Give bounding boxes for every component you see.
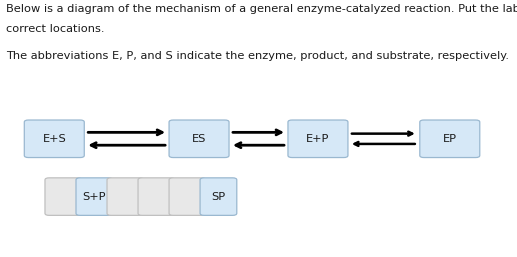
FancyBboxPatch shape (169, 178, 206, 215)
Text: E+S: E+S (42, 134, 66, 144)
Text: ES: ES (192, 134, 206, 144)
FancyBboxPatch shape (138, 178, 175, 215)
FancyBboxPatch shape (76, 178, 113, 215)
Text: S+P: S+P (83, 192, 106, 201)
FancyBboxPatch shape (288, 120, 348, 158)
Text: Below is a diagram of the mechanism of a general enzyme-catalyzed reaction. Put : Below is a diagram of the mechanism of a… (6, 4, 517, 14)
Text: correct locations.: correct locations. (6, 24, 105, 34)
FancyBboxPatch shape (420, 120, 480, 158)
FancyBboxPatch shape (45, 178, 82, 215)
FancyBboxPatch shape (200, 178, 237, 215)
FancyBboxPatch shape (107, 178, 144, 215)
Text: E+P: E+P (306, 134, 330, 144)
Text: EP: EP (443, 134, 457, 144)
Text: The abbreviations E, P, and S indicate the enzyme, product, and substrate, respe: The abbreviations E, P, and S indicate t… (6, 51, 509, 61)
Text: SP: SP (211, 192, 225, 201)
FancyBboxPatch shape (24, 120, 84, 158)
FancyBboxPatch shape (169, 120, 229, 158)
